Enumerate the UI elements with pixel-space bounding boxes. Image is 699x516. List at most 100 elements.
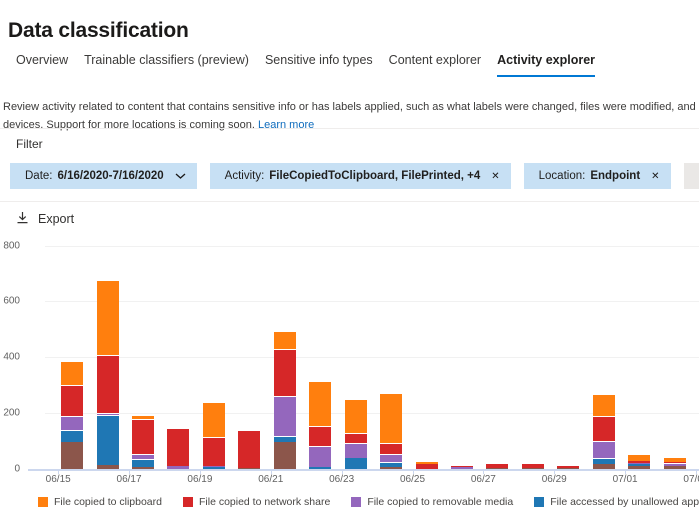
bar-segment[interactable] [132, 459, 155, 467]
bar-segment[interactable] [415, 462, 438, 464]
bar-segment[interactable] [592, 394, 615, 416]
bar-segment[interactable] [380, 461, 403, 467]
filter-pill-date[interactable]: Date: 6/16/2020-7/16/2020 [10, 163, 197, 189]
bar-segment[interactable] [273, 330, 296, 349]
bar-segment[interactable] [309, 445, 332, 467]
legend-item-file-accessed-by-unallowed-app[interactable]: File accessed by unallowed app [534, 496, 699, 508]
bar-segment[interactable] [380, 393, 403, 443]
bar-segment[interactable] [663, 463, 686, 466]
x-axis-label: 06/23 [329, 474, 355, 485]
bar-segment[interactable] [61, 442, 84, 469]
tab-overview[interactable]: Overview [16, 53, 69, 67]
bar-segment[interactable] [202, 401, 225, 437]
bar-segment[interactable] [415, 463, 438, 469]
x-axis-tick [129, 470, 131, 474]
bar-segment[interactable] [132, 466, 155, 469]
bar-segment[interactable] [663, 465, 686, 469]
x-axis-label: 06/17 [116, 474, 142, 485]
bar-segment[interactable] [592, 458, 615, 464]
bar-segment[interactable] [628, 463, 651, 466]
divider [0, 201, 699, 202]
bar-segment[interactable] [344, 433, 367, 443]
y-axis-label: 200 [3, 407, 20, 419]
bar-segment[interactable] [202, 436, 225, 467]
bar-segment[interactable] [273, 396, 296, 437]
bar-segment[interactable] [273, 348, 296, 397]
legend-swatch-icon [351, 497, 362, 507]
bar-segment[interactable] [380, 442, 403, 455]
bar-segment[interactable] [592, 415, 615, 441]
tab-sensitive-info-types[interactable]: Sensitive info types [264, 53, 373, 67]
bar-segment[interactable] [557, 468, 580, 469]
bar-segment[interactable] [344, 399, 367, 434]
bar-segment[interactable] [61, 360, 84, 386]
bar-segment[interactable] [450, 464, 473, 467]
tab-activity-explorer[interactable]: Activity explorer [497, 53, 596, 77]
divider [0, 128, 699, 129]
bar-segment[interactable] [344, 443, 367, 459]
bar-segment[interactable] [96, 465, 119, 469]
filter-label: Filter [16, 137, 43, 151]
bar-segment[interactable] [309, 380, 332, 426]
bar-segment[interactable] [96, 355, 119, 413]
chart-legend: File copied to clipboard File copied to n… [38, 496, 699, 508]
bar-segment[interactable] [486, 463, 509, 469]
bar-segment[interactable] [167, 427, 190, 467]
bar-segment[interactable] [521, 467, 544, 469]
bar-segment[interactable] [663, 461, 686, 464]
bar-segment[interactable] [202, 466, 225, 468]
bar-segment[interactable] [132, 419, 155, 454]
learn-more-link[interactable]: Learn more [257, 119, 315, 131]
export-button[interactable]: Export [16, 211, 74, 227]
bar-segment[interactable] [273, 442, 296, 469]
bar-segment[interactable] [202, 467, 225, 469]
bar-segment[interactable] [380, 454, 403, 462]
bar-segment[interactable] [273, 436, 296, 443]
tab-content-explorer[interactable]: Content explorer [388, 53, 482, 67]
bar-segment[interactable] [96, 280, 119, 355]
legend-item-file-copied-to-removable-media[interactable]: File copied to removable media [351, 496, 513, 508]
dismiss-icon[interactable]: ✕ [651, 170, 660, 182]
bar-segment[interactable] [450, 466, 473, 469]
bar-segment[interactable] [96, 415, 119, 466]
bar-segment[interactable] [380, 466, 403, 469]
pill-value: Endpoint [590, 170, 641, 182]
bar-segment[interactable] [592, 440, 615, 459]
x-axis-tick [58, 470, 60, 474]
bar-segment[interactable] [486, 468, 509, 469]
bar-segment[interactable] [557, 464, 580, 469]
bar-segment[interactable] [309, 466, 332, 469]
bar-segment[interactable] [238, 429, 261, 468]
bar-segment[interactable] [628, 453, 651, 462]
bar-segment[interactable] [309, 425, 332, 446]
bar-segment[interactable] [61, 430, 84, 443]
legend-label: File copied to network share [198, 496, 331, 508]
pill-label: Date: [25, 170, 53, 182]
chevron-down-icon[interactable] [175, 173, 186, 180]
filter-pill-location[interactable]: Location: Endpoint ✕ [523, 163, 671, 189]
bar-segment[interactable] [628, 463, 651, 464]
legend-item-file-copied-to-network-share[interactable]: File copied to network share [182, 496, 331, 508]
bar-segment[interactable] [61, 385, 84, 416]
bar-segment[interactable] [96, 412, 119, 416]
bar-segment[interactable] [592, 463, 615, 469]
bar-segment[interactable] [663, 456, 686, 462]
bar-segment[interactable] [167, 466, 190, 469]
bar-segment[interactable] [344, 458, 367, 469]
bar-segment[interactable] [61, 415, 84, 431]
tab-bar: Overview Trainable classifiers (preview) S… [16, 53, 596, 77]
x-axis-label: 06/27 [470, 474, 496, 485]
tab-trainable-classifiers[interactable]: Trainable classifiers (preview) [84, 53, 249, 67]
bar-segment[interactable] [628, 465, 651, 469]
dismiss-icon[interactable]: ✕ [491, 170, 500, 182]
bar-segment[interactable] [132, 414, 155, 420]
bar-segment[interactable] [132, 453, 155, 460]
bar-segment[interactable] [628, 461, 651, 464]
bar-segment[interactable] [521, 462, 544, 468]
filter-pill-activity[interactable]: Activity: FileCopiedToClipboard, FilePrin… [209, 163, 511, 189]
legend-item-file-copied-to-clipboard[interactable]: File copied to clipboard [38, 496, 162, 508]
bar-segment[interactable] [238, 467, 261, 469]
filter-pill-user[interactable]: User:Any [683, 163, 699, 189]
x-axis-label: 07/01 [612, 474, 638, 485]
